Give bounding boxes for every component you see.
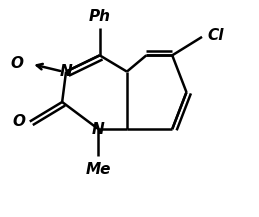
Text: Cl: Cl [207, 28, 224, 43]
Text: N: N [92, 122, 105, 137]
Text: Ph: Ph [89, 9, 111, 24]
Text: Me: Me [86, 162, 111, 177]
Text: O: O [13, 114, 26, 129]
Text: N: N [60, 64, 73, 79]
Text: O: O [10, 56, 23, 71]
